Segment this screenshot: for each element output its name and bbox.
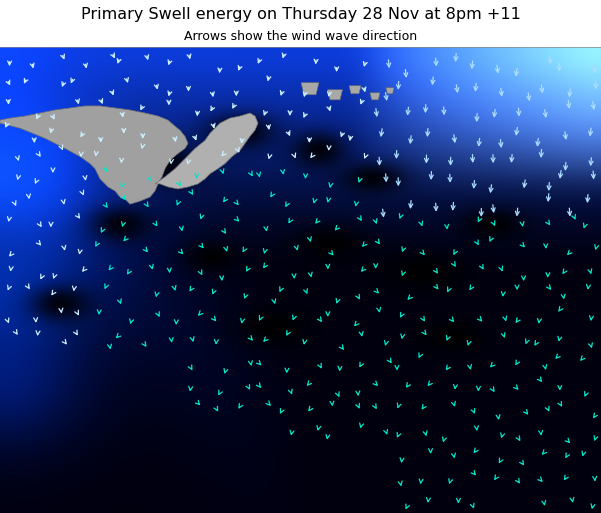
Polygon shape [328, 90, 343, 100]
Polygon shape [155, 113, 258, 189]
Polygon shape [370, 93, 380, 100]
Text: Arrows show the wind wave direction: Arrows show the wind wave direction [184, 30, 417, 43]
Text: Primary Swell energy on Thursday 28 Nov at 8pm +11: Primary Swell energy on Thursday 28 Nov … [81, 7, 520, 22]
Polygon shape [349, 86, 361, 94]
Polygon shape [0, 106, 188, 204]
Polygon shape [301, 83, 319, 95]
Polygon shape [386, 88, 394, 94]
